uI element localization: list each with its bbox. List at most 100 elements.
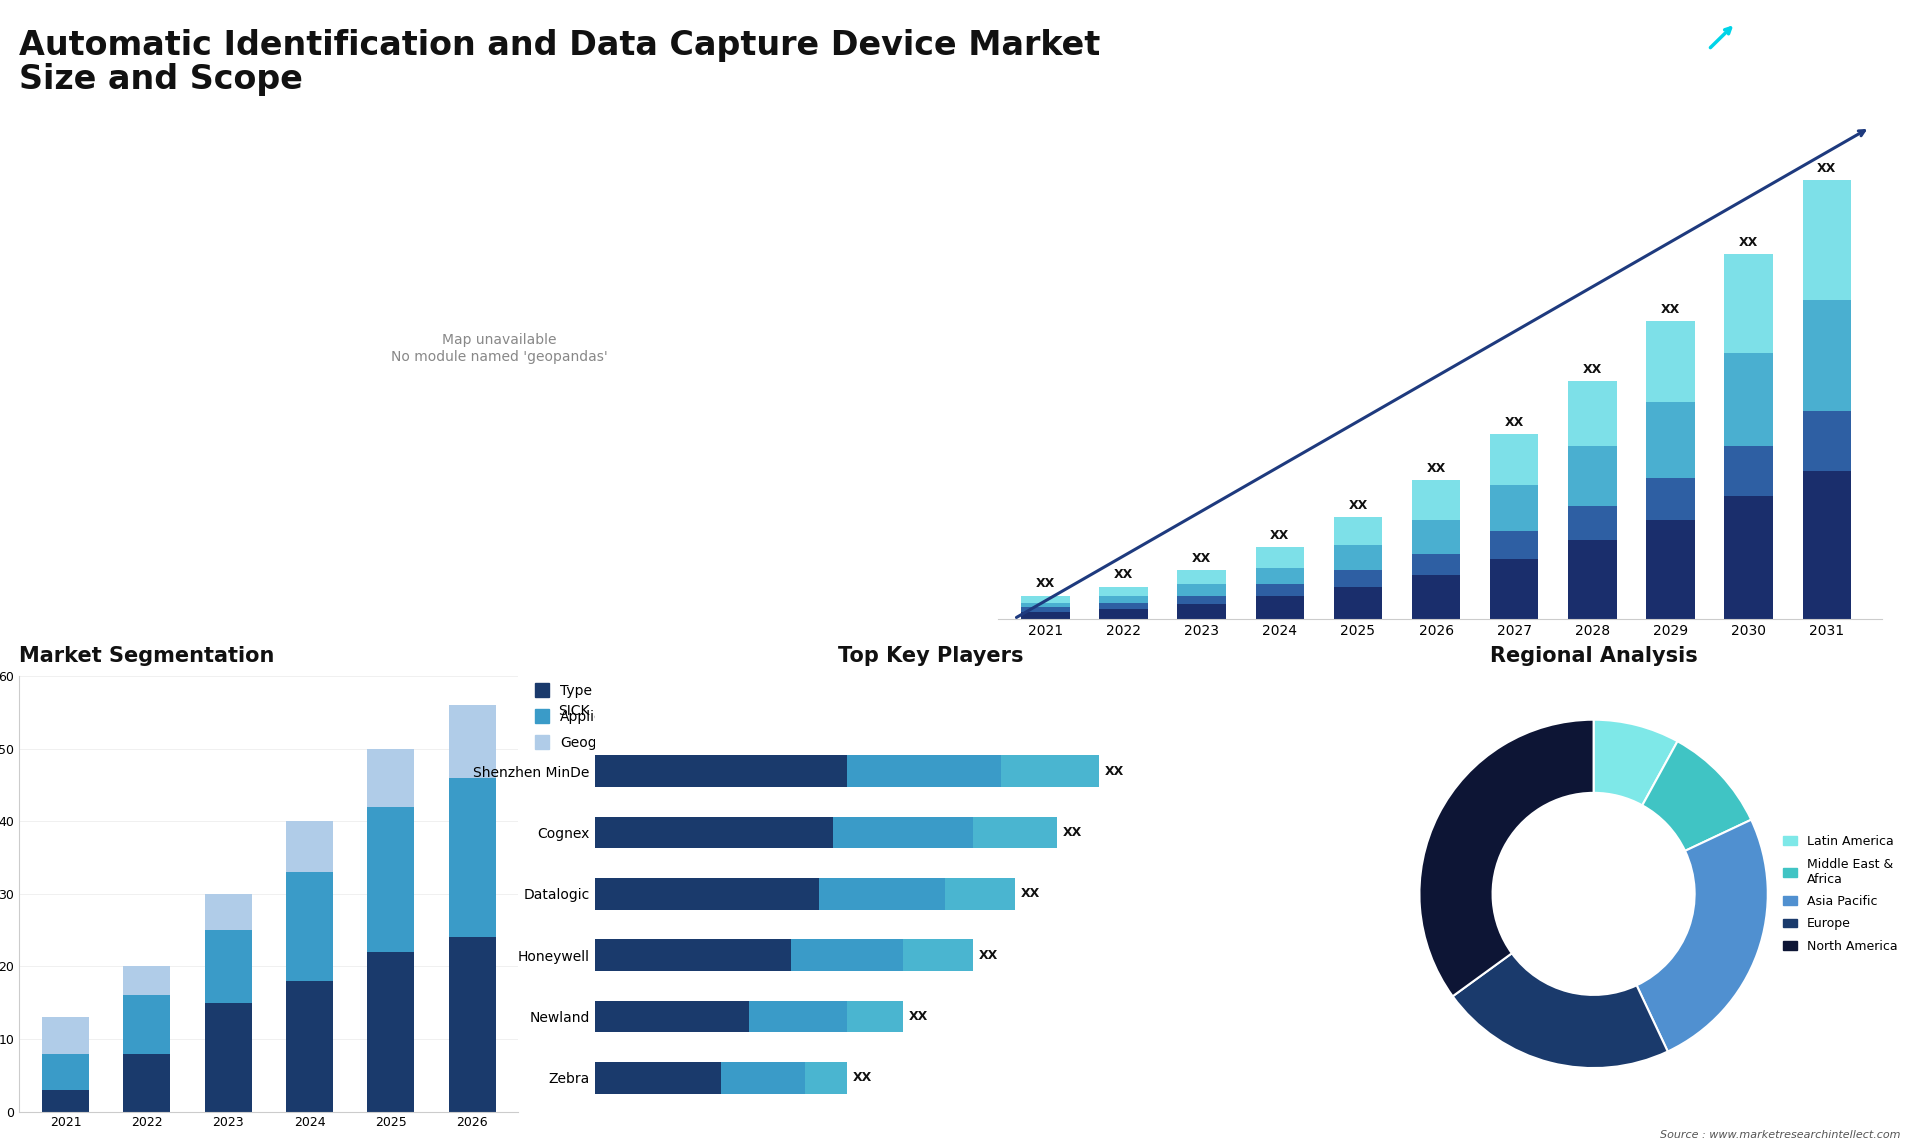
Bar bbox=[1100, 609, 1148, 619]
Bar bbox=[449, 778, 495, 937]
Bar bbox=[1803, 471, 1851, 619]
Bar bbox=[1000, 755, 1098, 787]
Bar bbox=[595, 1000, 749, 1033]
Text: RESEARCH: RESEARCH bbox=[1763, 49, 1824, 60]
Bar bbox=[1021, 596, 1069, 603]
Text: XX: XX bbox=[1104, 764, 1123, 778]
Bar bbox=[1411, 555, 1461, 575]
Bar bbox=[1569, 380, 1617, 446]
Bar bbox=[367, 748, 415, 807]
Text: XX: XX bbox=[908, 1010, 927, 1023]
Wedge shape bbox=[1419, 720, 1594, 996]
Text: XX: XX bbox=[979, 949, 998, 961]
Bar bbox=[847, 755, 1000, 787]
Bar bbox=[205, 894, 252, 931]
Bar bbox=[804, 1062, 847, 1093]
Bar bbox=[1803, 411, 1851, 471]
Text: XX: XX bbox=[1348, 499, 1367, 512]
Bar bbox=[722, 1062, 804, 1093]
Text: XX: XX bbox=[1427, 462, 1446, 476]
Bar bbox=[42, 1090, 88, 1112]
Bar bbox=[791, 940, 902, 971]
Text: XX: XX bbox=[1035, 578, 1054, 590]
Bar bbox=[1569, 540, 1617, 619]
Bar bbox=[1256, 568, 1304, 584]
Bar bbox=[1256, 584, 1304, 596]
Text: XX: XX bbox=[1114, 568, 1133, 581]
Bar bbox=[1334, 587, 1382, 619]
Bar bbox=[1021, 612, 1069, 619]
Bar bbox=[973, 817, 1058, 848]
Bar bbox=[286, 822, 332, 872]
Bar bbox=[1256, 548, 1304, 568]
Bar bbox=[1645, 478, 1695, 519]
Bar bbox=[1490, 531, 1538, 559]
Bar bbox=[1803, 180, 1851, 300]
Bar bbox=[1724, 353, 1772, 446]
Text: INTELLECT: INTELLECT bbox=[1763, 71, 1824, 81]
Bar bbox=[367, 807, 415, 952]
Bar bbox=[205, 931, 252, 1003]
Bar bbox=[1490, 559, 1538, 619]
Wedge shape bbox=[1453, 953, 1668, 1068]
Bar bbox=[1177, 571, 1225, 584]
Bar bbox=[42, 1053, 88, 1090]
Bar bbox=[123, 1053, 171, 1112]
Bar bbox=[595, 817, 833, 848]
Text: XX: XX bbox=[1192, 552, 1212, 565]
Bar bbox=[1724, 254, 1772, 353]
Bar bbox=[205, 1003, 252, 1112]
Text: XX: XX bbox=[852, 1072, 872, 1084]
Bar bbox=[1334, 545, 1382, 571]
Bar bbox=[367, 952, 415, 1112]
Bar bbox=[1490, 485, 1538, 531]
Bar bbox=[1490, 434, 1538, 485]
Bar bbox=[1645, 402, 1695, 478]
Title: Regional Analysis: Regional Analysis bbox=[1490, 646, 1697, 666]
Bar bbox=[1411, 480, 1461, 519]
Bar bbox=[945, 878, 1016, 910]
Text: XX: XX bbox=[1021, 887, 1041, 901]
Bar bbox=[286, 872, 332, 981]
Bar bbox=[1334, 571, 1382, 587]
Bar bbox=[833, 817, 973, 848]
Text: XX: XX bbox=[1271, 529, 1290, 542]
Bar bbox=[595, 1062, 722, 1093]
Text: Size and Scope: Size and Scope bbox=[19, 63, 303, 96]
Text: Source : www.marketresearchintellect.com: Source : www.marketresearchintellect.com bbox=[1661, 1130, 1901, 1140]
Bar bbox=[820, 878, 945, 910]
Bar bbox=[1256, 596, 1304, 619]
Text: XX: XX bbox=[1740, 236, 1759, 249]
Bar bbox=[42, 1018, 88, 1053]
Bar bbox=[123, 996, 171, 1053]
Bar bbox=[1724, 496, 1772, 619]
Bar bbox=[1177, 604, 1225, 619]
Bar bbox=[847, 1000, 902, 1033]
Text: MARKET: MARKET bbox=[1763, 28, 1811, 38]
Wedge shape bbox=[1636, 819, 1768, 1052]
Legend: Latin America, Middle East &
Africa, Asia Pacific, Europe, North America: Latin America, Middle East & Africa, Asi… bbox=[1784, 835, 1897, 952]
Bar bbox=[749, 1000, 847, 1033]
Wedge shape bbox=[1642, 741, 1751, 850]
Bar bbox=[1021, 603, 1069, 607]
Text: Automatic Identification and Data Capture Device Market: Automatic Identification and Data Captur… bbox=[19, 29, 1100, 62]
Bar bbox=[1100, 596, 1148, 603]
Text: XX: XX bbox=[1582, 363, 1601, 376]
Bar bbox=[1803, 300, 1851, 411]
Bar bbox=[595, 940, 791, 971]
Bar bbox=[123, 966, 171, 996]
Bar bbox=[449, 937, 495, 1112]
Legend: Type, Application, Geography: Type, Application, Geography bbox=[536, 683, 637, 749]
Bar bbox=[1334, 517, 1382, 545]
Bar bbox=[595, 755, 847, 787]
Text: XX: XX bbox=[1661, 303, 1680, 315]
Bar bbox=[286, 981, 332, 1112]
Bar bbox=[1411, 519, 1461, 555]
Bar bbox=[1021, 607, 1069, 612]
Bar bbox=[1569, 505, 1617, 540]
Bar bbox=[1177, 584, 1225, 596]
Wedge shape bbox=[1594, 720, 1678, 806]
Text: Map unavailable
No module named 'geopandas': Map unavailable No module named 'geopand… bbox=[392, 333, 607, 363]
Bar bbox=[1645, 321, 1695, 402]
Bar bbox=[1411, 575, 1461, 619]
